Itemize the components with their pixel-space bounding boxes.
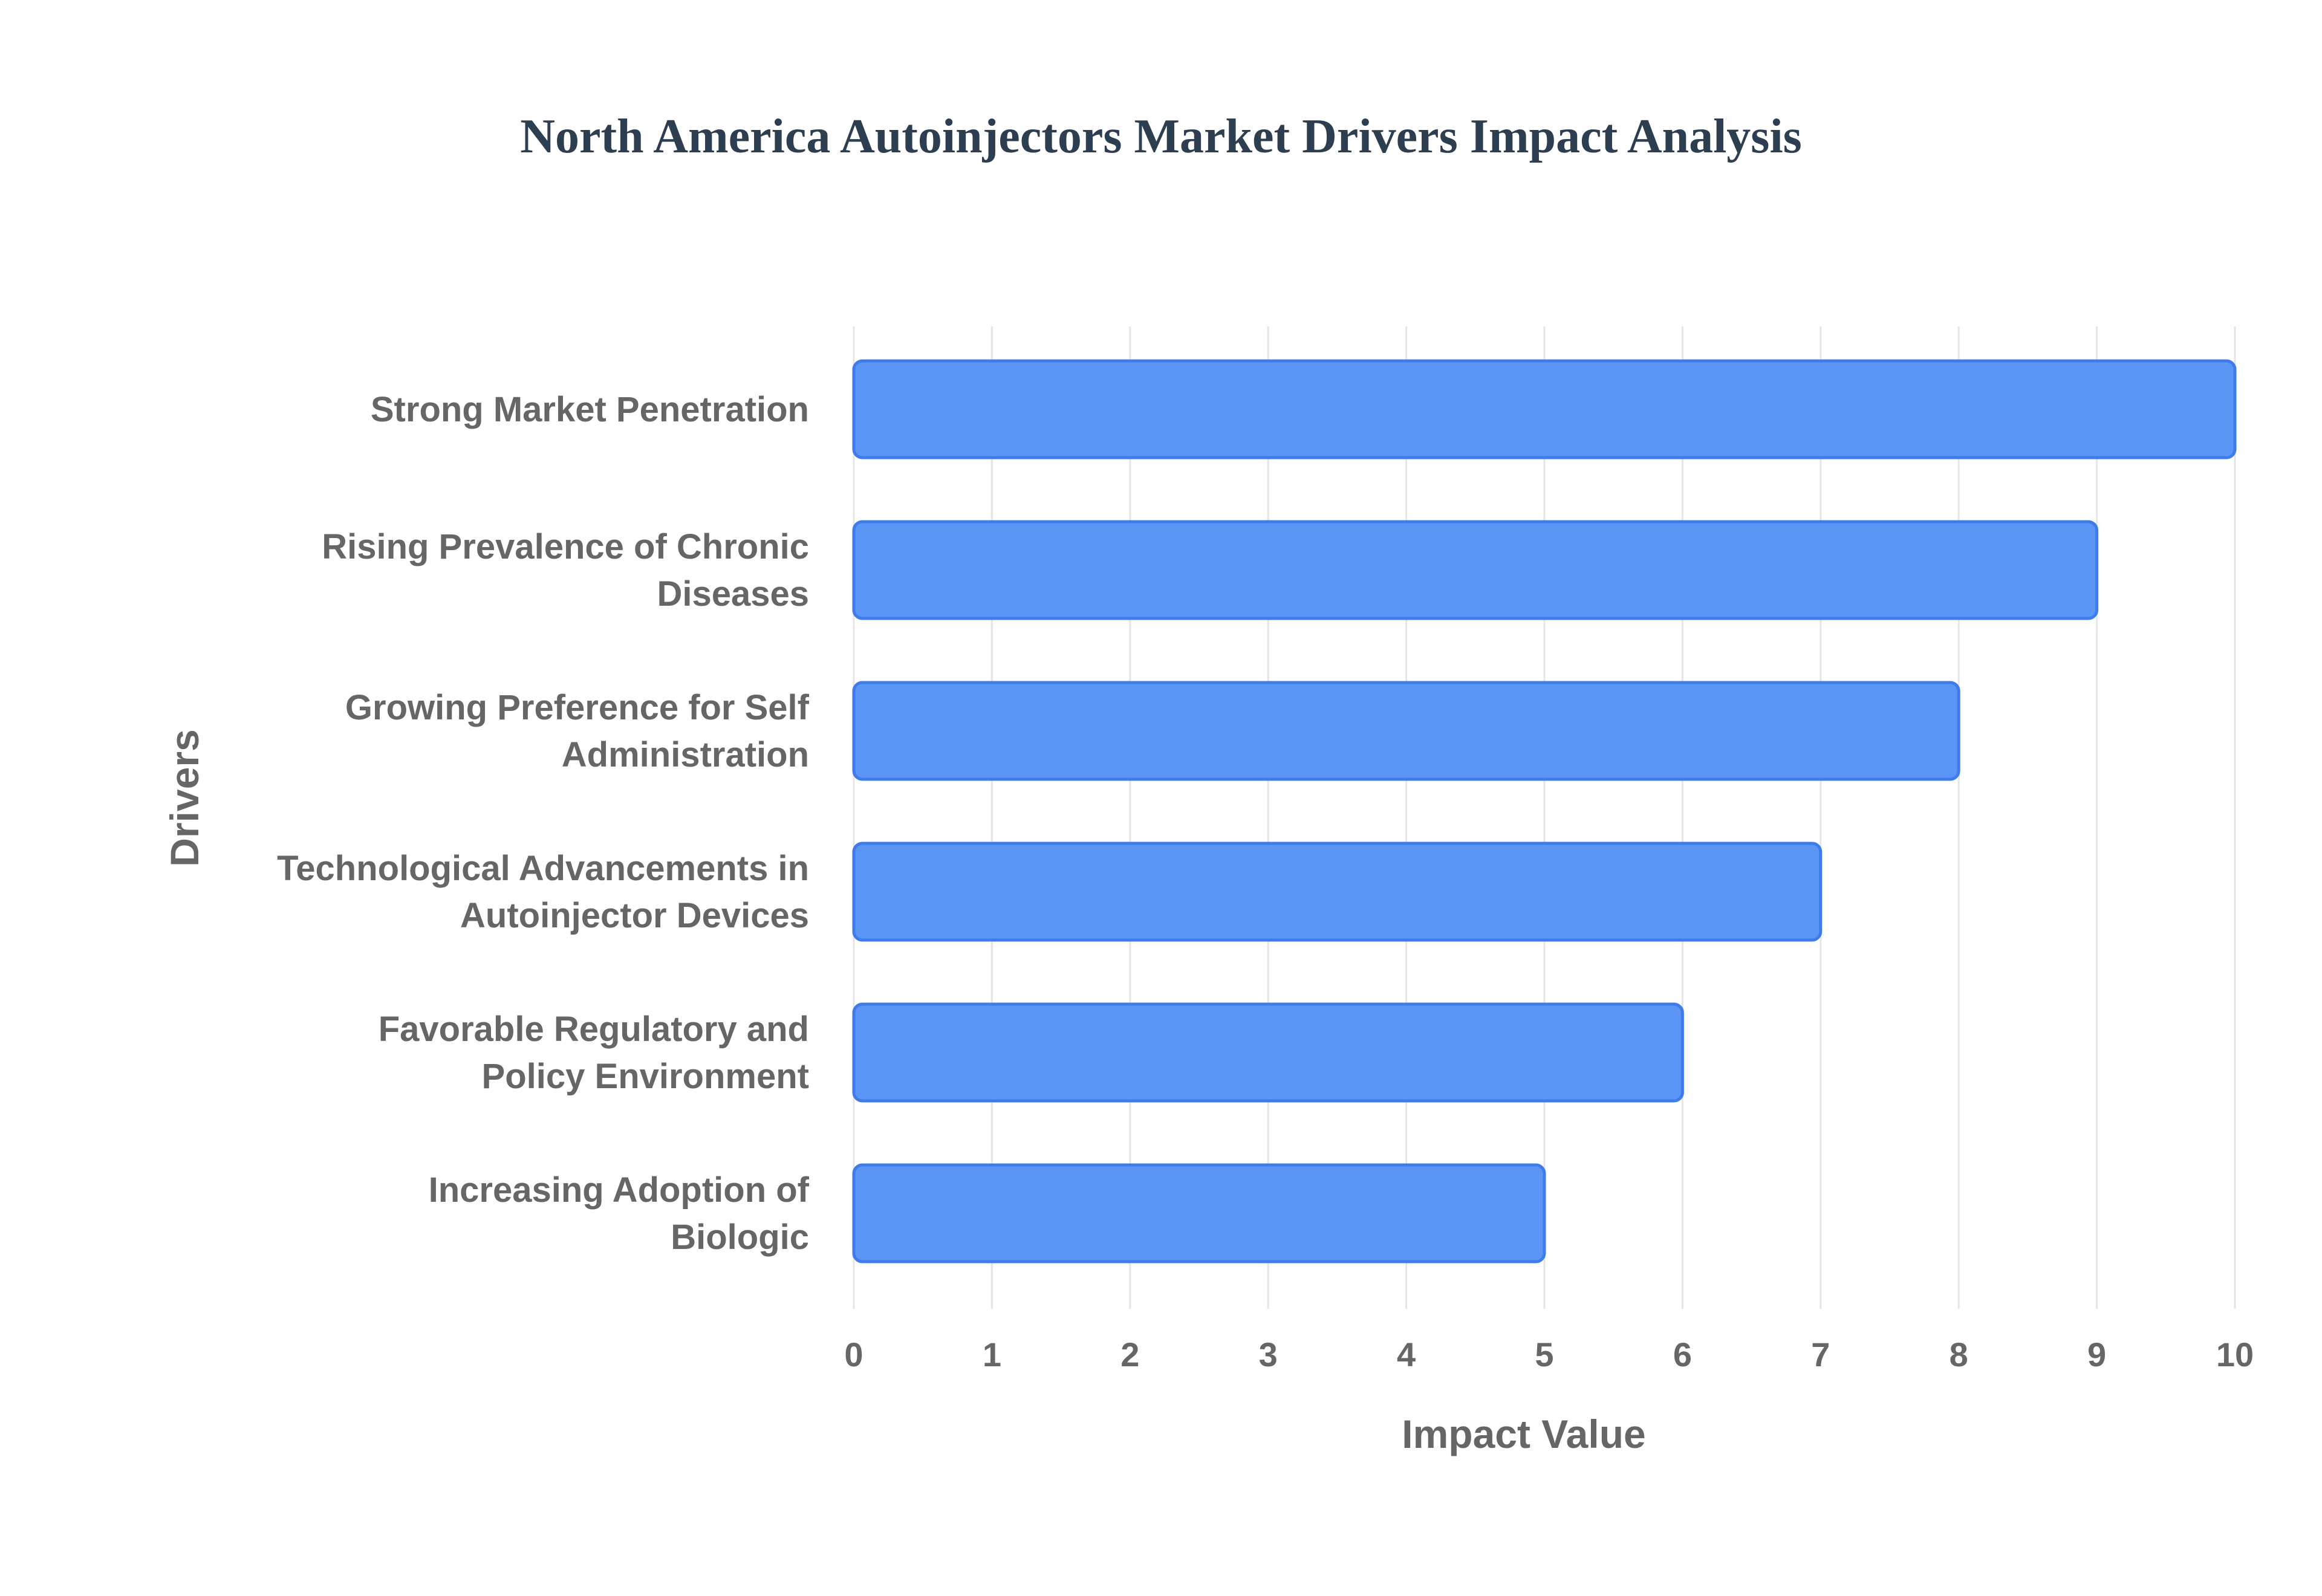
x-tick-label-9: 9 xyxy=(2087,1335,2106,1374)
x-tick-label-1: 1 xyxy=(983,1335,1001,1374)
x-tick-label-0: 0 xyxy=(844,1335,863,1374)
x-tick-label-7: 7 xyxy=(1811,1335,1830,1374)
category-labels: Strong Market Penetration Rising Prevalen… xyxy=(277,390,810,1257)
x-axis-title: Impact Value xyxy=(1402,1412,1646,1456)
chart-title: North America Autoinjectors Market Drive… xyxy=(520,110,1802,163)
bar-4 xyxy=(852,1002,1684,1103)
category-label-4-line-0: Favorable Regulatory and xyxy=(379,1010,809,1049)
category-label-3: Technological Advancements in Autoinjecto… xyxy=(277,849,809,935)
category-label-1-line-0: Rising Prevalence of Chronic xyxy=(322,527,809,566)
category-label-2: Growing Preference for Self Administratio… xyxy=(345,688,810,774)
gridlines xyxy=(853,326,2236,1309)
x-tick-label-6: 6 xyxy=(1673,1335,1692,1374)
bar-0 xyxy=(852,359,2237,459)
bar-3 xyxy=(852,842,1823,942)
category-label-3-line-1: Autoinjector Devices xyxy=(460,896,809,935)
category-label-5: Increasing Adoption of Biologic xyxy=(429,1170,810,1257)
bars xyxy=(852,359,2237,1264)
category-label-5-line-1: Biologic xyxy=(671,1218,809,1257)
bar-2 xyxy=(852,681,1960,781)
bar-1 xyxy=(852,520,2099,620)
x-tick-label-4: 4 xyxy=(1397,1335,1416,1374)
category-label-2-line-0: Growing Preference for Self xyxy=(345,688,810,727)
x-tick-label-2: 2 xyxy=(1120,1335,1139,1374)
category-label-2-line-1: Administration xyxy=(562,735,809,774)
category-label-0-line-0: Strong Market Penetration xyxy=(371,390,809,429)
category-label-5-line-0: Increasing Adoption of xyxy=(429,1170,810,1210)
y-axis-title: Drivers xyxy=(162,729,207,867)
category-label-0: Strong Market Penetration xyxy=(371,390,809,429)
x-tick-label-5: 5 xyxy=(1535,1335,1553,1374)
category-label-1: Rising Prevalence of Chronic Diseases xyxy=(322,527,809,614)
category-label-4-line-1: Policy Environment xyxy=(482,1057,809,1096)
x-tick-label-10: 10 xyxy=(2216,1335,2254,1374)
x-tick-label-8: 8 xyxy=(1950,1335,1968,1374)
x-tick-label-3: 3 xyxy=(1259,1335,1278,1374)
category-label-3-line-0: Technological Advancements in xyxy=(277,849,809,888)
bar-5 xyxy=(852,1163,1546,1264)
x-tick-labels: 0 1 2 3 4 5 6 7 8 9 10 xyxy=(844,1335,2254,1374)
category-label-1-line-1: Diseases xyxy=(657,574,809,614)
category-label-4: Favorable Regulatory and Policy Environme… xyxy=(379,1010,809,1096)
